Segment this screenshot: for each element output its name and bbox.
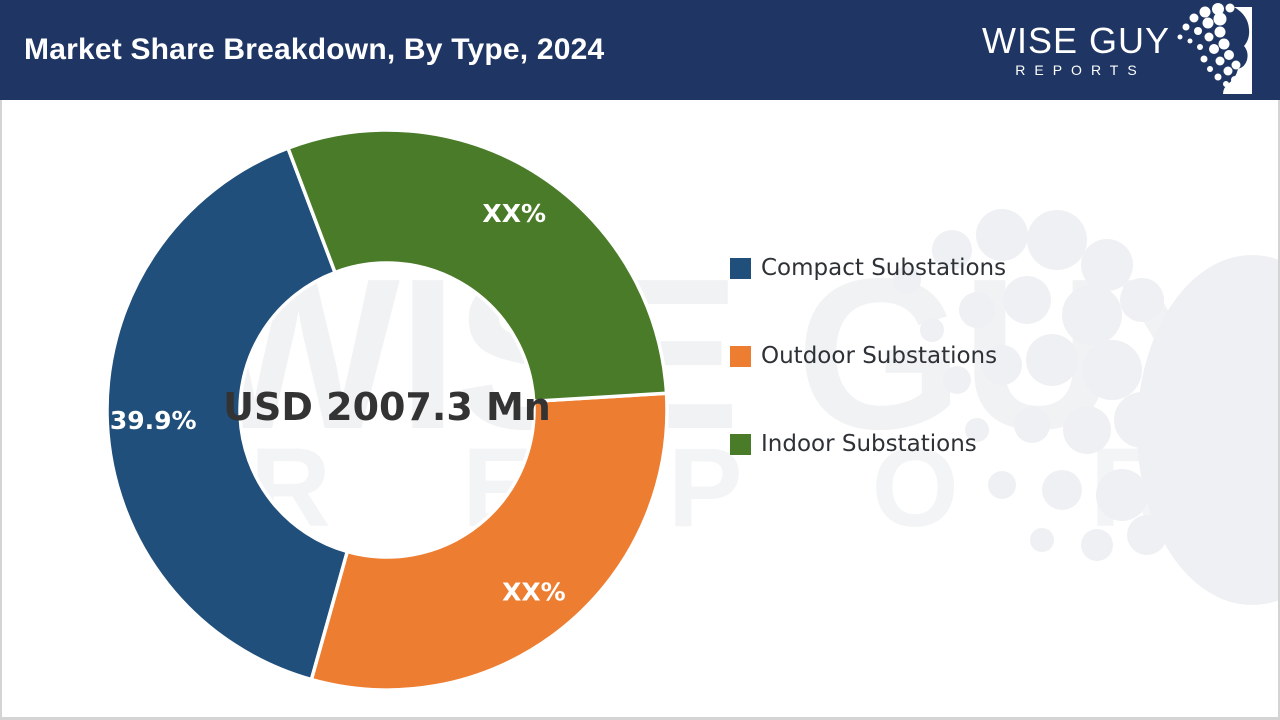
logo-secondary-text: REPORTS <box>1015 61 1146 78</box>
legend-item-compact-substations: Compact Substations <box>730 255 1006 281</box>
legend-item-outdoor-substations: Outdoor Substations <box>730 343 1006 369</box>
page-title: Market Share Breakdown, By Type, 2024 <box>24 33 605 66</box>
donut-segment-compact-substations <box>105 146 350 682</box>
legend-label-indoor-substations: Indoor Substations <box>761 431 977 457</box>
segment-value-label-outdoor-substations: XX% <box>502 578 566 607</box>
legend-swatch-outdoor-substations <box>730 345 751 367</box>
wiseguy-logo: WISE GUY REPORTS <box>982 3 1252 97</box>
donut-chart: 39.9% XX% XX% <box>105 128 669 692</box>
logo-face-icon <box>1177 3 1252 94</box>
legend-label-outdoor-substations: Outdoor Substations <box>761 343 998 369</box>
chart-area: WISE GUY R E P O R T S 39.9%XX%XX% USD 2… <box>0 100 1280 720</box>
segment-value-label-indoor-substations: XX% <box>482 199 546 228</box>
segment-value-label-compact-substations: 39.9% <box>110 406 197 435</box>
watermark-face-dots <box>893 209 1278 605</box>
legend-swatch-indoor-substations <box>730 433 751 455</box>
legend-item-indoor-substations: Indoor Substations <box>730 431 1006 457</box>
logo-text: WISE GUY REPORTS <box>981 19 1170 78</box>
donut-segment-outdoor-substations <box>309 391 669 692</box>
legend-swatch-compact-substations <box>730 257 751 279</box>
donut-segment-indoor-substations <box>286 128 669 403</box>
logo-primary-text: WISE GUY <box>981 19 1170 61</box>
chart-legend: Compact Substations Outdoor Substations … <box>730 255 1006 457</box>
legend-label-compact-substations: Compact Substations <box>761 255 1007 281</box>
header: Market Share Breakdown, By Type, 2024 WI… <box>0 0 1280 100</box>
donut-center-value: USD 2007.3 Mn <box>223 385 551 429</box>
